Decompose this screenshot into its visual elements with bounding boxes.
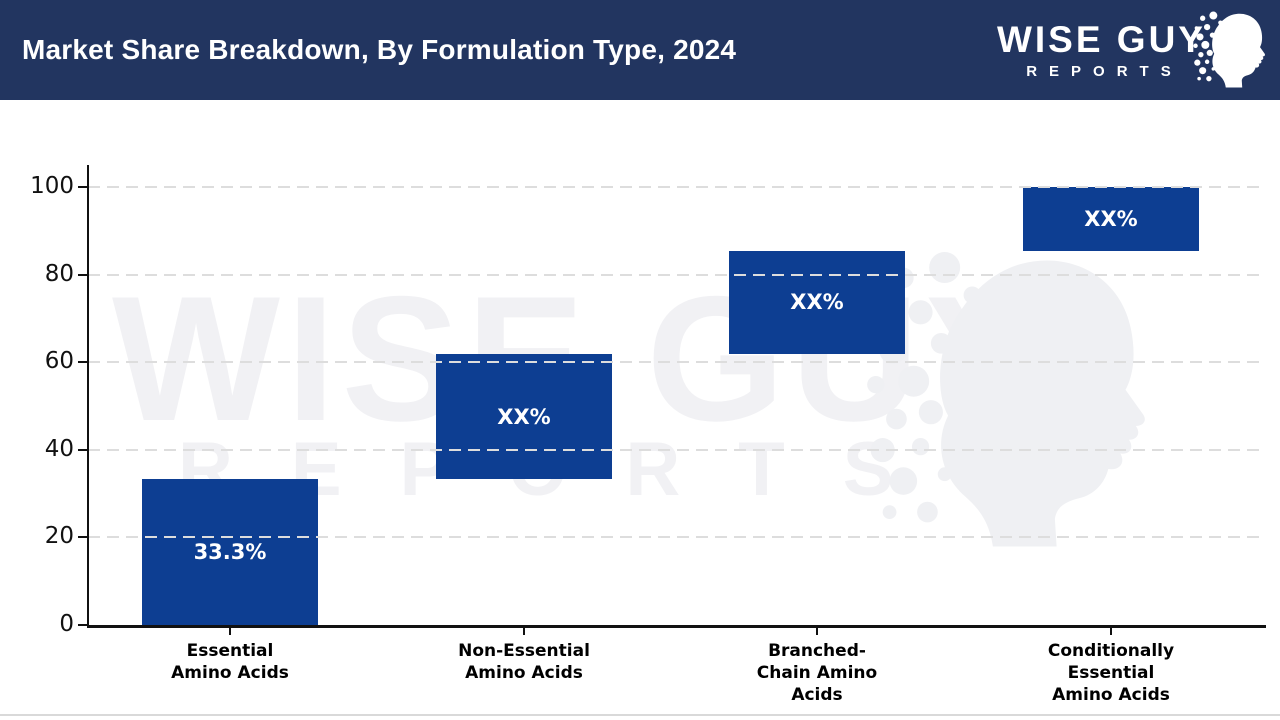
gridline-20 <box>88 536 1266 539</box>
y-tick-label-40: 40 <box>44 435 74 462</box>
y-tick-mark-0 <box>78 624 88 626</box>
y-tick-mark-40 <box>78 448 88 451</box>
bottom-divider <box>0 714 1280 716</box>
y-tick-label-60: 60 <box>44 348 74 375</box>
y-axis-line <box>87 165 89 627</box>
x-tick-mark <box>229 626 231 635</box>
x-axis-line <box>87 625 1266 628</box>
brand-tagline: REPORTS <box>1026 62 1183 80</box>
face-logo-icon <box>1193 11 1265 88</box>
bar-value-label: XX% <box>497 404 551 429</box>
bar-value-label: XX% <box>790 290 844 315</box>
gridline-60 <box>88 361 1266 364</box>
y-tick-mark-80 <box>78 273 88 276</box>
x-tick-mark <box>816 626 818 635</box>
bar-value-label: 33.3% <box>193 540 267 565</box>
y-tick-mark-20 <box>78 536 88 539</box>
y-tick-label-20: 20 <box>44 523 74 550</box>
bar-segment: XX% <box>729 250 905 354</box>
gridline-40 <box>88 448 1266 451</box>
y-tick-label-0: 0 <box>59 611 74 637</box>
y-tick-mark-100 <box>78 186 88 188</box>
gridline-100 <box>88 186 1266 188</box>
header: Market Share Breakdown, By Formulation T… <box>0 0 1280 100</box>
brand-name: WISE GUY <box>996 18 1206 60</box>
bar-segment: 33.3% <box>142 479 318 625</box>
x-category-label: Essential Amino Acids <box>171 641 289 684</box>
bar-segment: XX% <box>436 353 612 480</box>
x-tick-mark <box>523 626 525 635</box>
x-category-label: Non-Essential Amino Acids <box>458 641 590 684</box>
bar-value-label: XX% <box>1084 206 1138 231</box>
bar-segment: XX% <box>1023 187 1199 251</box>
y-tick-label-100: 100 <box>30 173 74 199</box>
x-category-label: Branched-Chain Amino Acids <box>756 641 878 706</box>
y-tick-label-80: 80 <box>44 260 74 287</box>
gridline-80 <box>88 273 1266 276</box>
y-tick-mark-60 <box>78 361 88 364</box>
brand-logo: WISE GUY REPORTS <box>997 5 1272 95</box>
x-tick-mark <box>1110 626 1112 635</box>
x-category-label: Conditionally Essential Amino Acids <box>1047 641 1175 706</box>
page-title: Market Share Breakdown, By Formulation T… <box>22 34 737 65</box>
